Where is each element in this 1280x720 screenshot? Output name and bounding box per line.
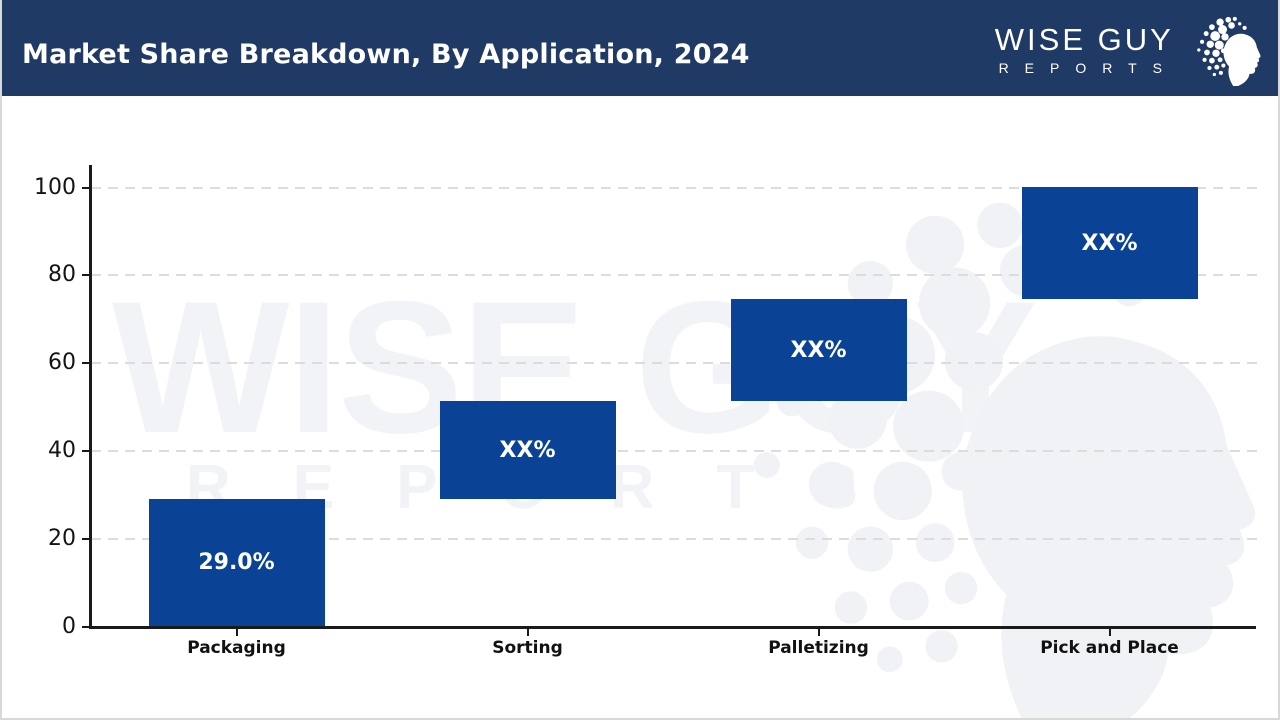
x-tick xyxy=(817,629,820,636)
x-category-label: Packaging xyxy=(187,638,286,658)
y-tick xyxy=(82,449,89,452)
x-tick xyxy=(1108,629,1111,636)
y-tick-label: 20 xyxy=(48,525,76,551)
y-tick xyxy=(82,274,89,277)
head-dots-icon xyxy=(1184,14,1266,86)
brand-logo-text: WISE GUY REPORTS xyxy=(991,22,1178,77)
y-tick-label: 60 xyxy=(48,350,76,376)
y-tick xyxy=(82,537,89,540)
brand-subname: REPORTS xyxy=(998,60,1178,76)
bar-segment: XX% xyxy=(1021,186,1198,300)
bar-value-label: XX% xyxy=(1081,230,1138,256)
x-category-label: Pick and Place xyxy=(1040,638,1179,658)
bar-segment: 29.0% xyxy=(148,499,325,627)
y-axis-spine xyxy=(89,165,92,629)
x-axis-spine xyxy=(89,626,1256,629)
brand-name: WISE GUY xyxy=(994,22,1174,57)
chart-plot-area: WISE GUY REPORTS 02040608010029.0%Packag… xyxy=(2,96,1278,718)
gridline xyxy=(91,274,1259,277)
y-tick xyxy=(82,625,89,628)
x-category-label: Sorting xyxy=(492,638,563,658)
y-tick xyxy=(82,186,89,189)
gridline xyxy=(91,537,1259,540)
y-tick-label: 40 xyxy=(48,437,76,463)
header-bar: Market Share Breakdown, By Application, … xyxy=(2,0,1280,96)
gridline xyxy=(91,449,1259,452)
bar-value-label: 29.0% xyxy=(198,550,275,576)
page-title: Market Share Breakdown, By Application, … xyxy=(22,38,750,70)
y-tick-label: 80 xyxy=(48,262,76,288)
x-tick xyxy=(526,629,529,636)
bar-value-label: XX% xyxy=(499,437,556,463)
bar-segment: XX% xyxy=(439,401,616,500)
brand-logo: WISE GUY REPORTS xyxy=(991,10,1280,86)
y-tick xyxy=(82,362,89,365)
y-tick-label: 0 xyxy=(62,613,76,639)
x-tick xyxy=(235,629,238,636)
gridline xyxy=(91,186,1259,189)
y-tick-label: 100 xyxy=(34,174,76,200)
x-category-label: Palletizing xyxy=(768,638,869,658)
bar-value-label: XX% xyxy=(790,337,847,363)
bar-segment: XX% xyxy=(730,299,907,402)
gridline xyxy=(91,362,1259,365)
